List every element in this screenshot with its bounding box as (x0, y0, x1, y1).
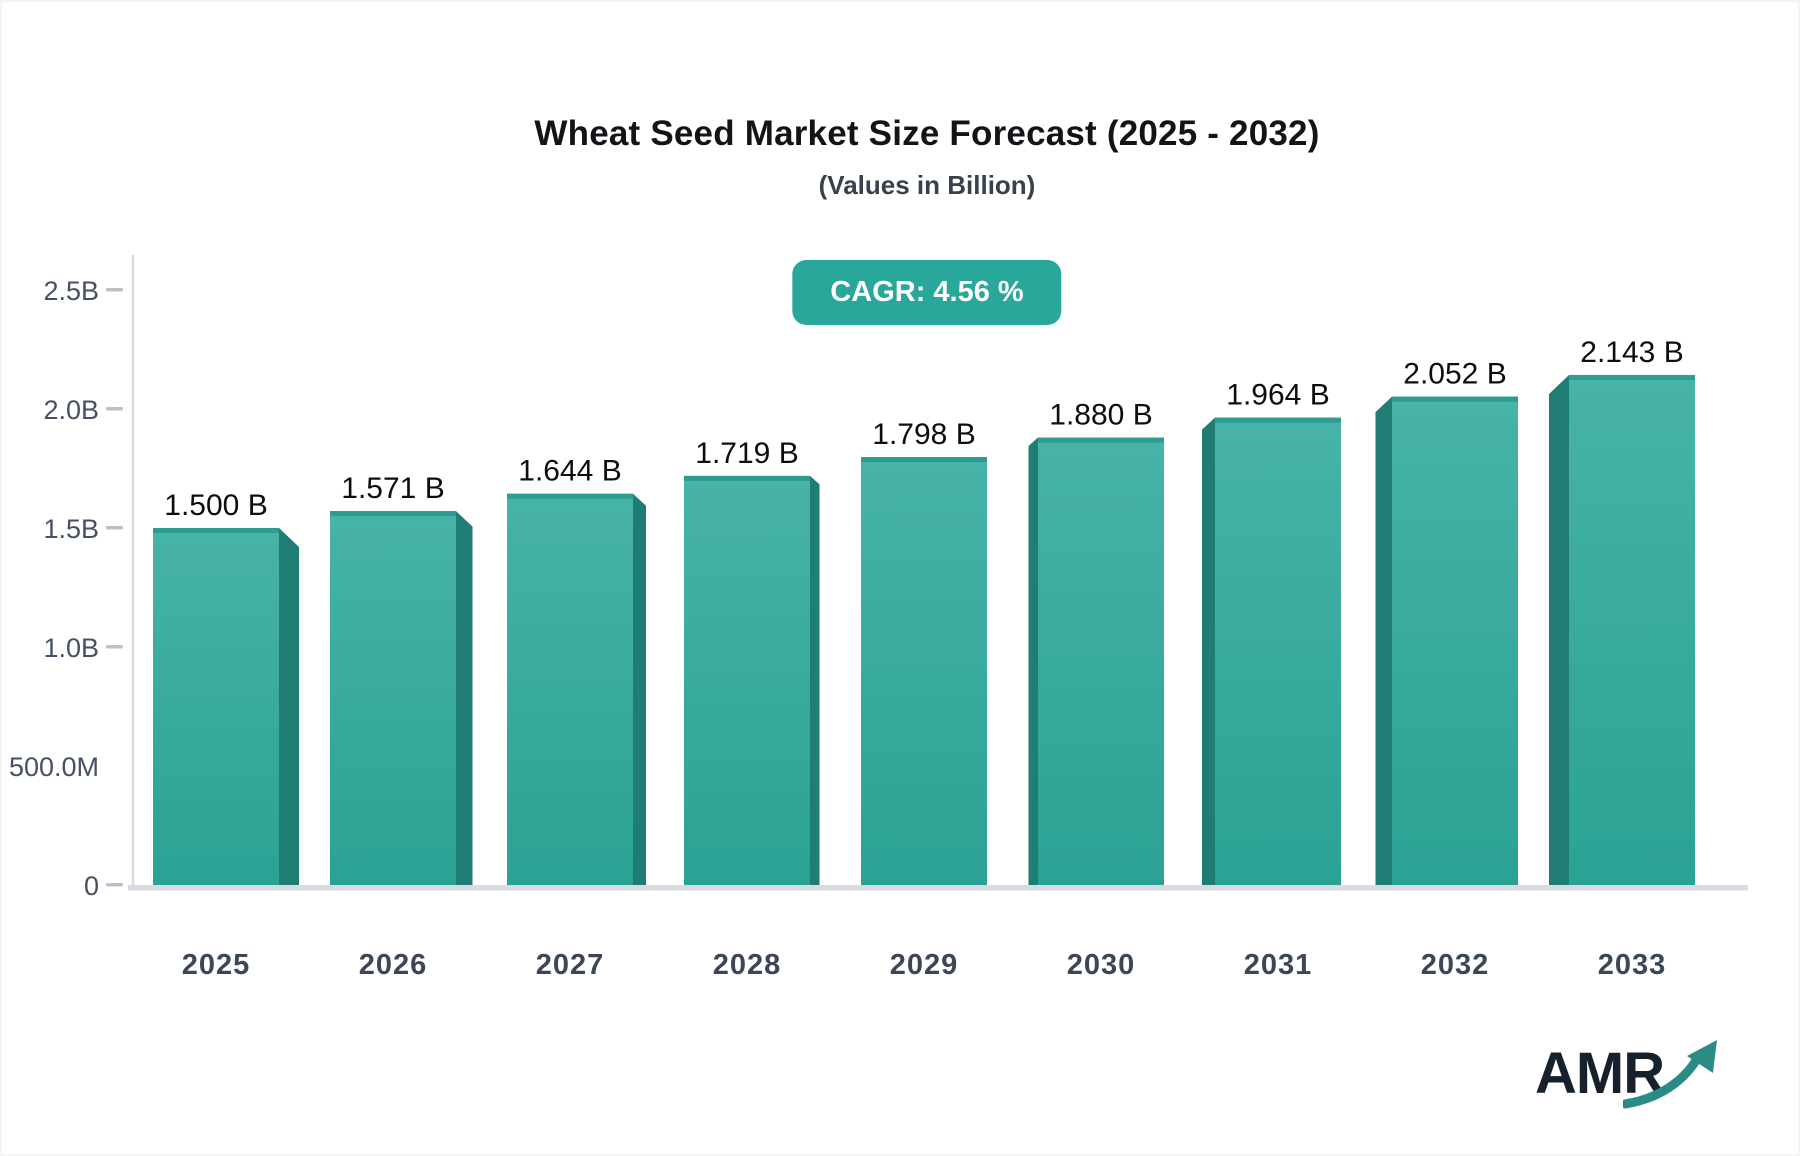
x-axis-label: 2027 (536, 949, 605, 981)
bar-top-edge (684, 475, 810, 481)
bar-side-face (279, 528, 299, 885)
bar-2029: 1.798 B 2029 (861, 418, 987, 981)
bar-value-label: 1.880 B (1049, 399, 1152, 432)
growth-arrow-icon (1623, 1040, 1717, 1109)
x-axis-label: 2030 (1067, 949, 1136, 981)
bar-side-face (1202, 417, 1215, 885)
bar-value-label: 1.500 B (164, 489, 267, 522)
bar-face (153, 528, 279, 885)
bar-face (330, 511, 456, 885)
bar-top-edge (1215, 417, 1341, 423)
bar-value-label: 1.798 B (872, 418, 975, 451)
cagr-badge: CAGR: 4.56 % (792, 260, 1062, 325)
y-tick-dash (106, 526, 123, 530)
bar-face (861, 457, 987, 885)
bar-top-edge (861, 457, 987, 463)
bar-value-label: 2.143 B (1580, 336, 1683, 369)
bar-2027: 1.644 B 2027 (507, 455, 646, 981)
y-tick-label: 1.5B (43, 514, 99, 544)
bar-value-label: 1.964 B (1226, 379, 1329, 412)
bar-2028: 1.719 B 2028 (684, 437, 820, 981)
y-tick-dash (106, 288, 123, 292)
bar-top-edge (507, 493, 633, 499)
bar-2032: 2.052 B 2032 (1375, 358, 1518, 981)
bar-side-face (456, 511, 473, 885)
bar-top-edge (1038, 437, 1164, 443)
x-axis-label: 2026 (359, 949, 428, 981)
bar-face (1392, 396, 1518, 885)
bar-value-label: 1.719 B (695, 437, 798, 470)
amr-logo: AMR (1535, 1040, 1717, 1120)
x-axis-label: 2033 (1598, 949, 1667, 981)
bar-top-edge (1392, 396, 1518, 402)
arrow-head (1687, 1040, 1717, 1073)
y-tick-label: 0 (84, 871, 99, 901)
bar-top-edge (153, 528, 279, 533)
bar-side-face (1028, 437, 1038, 885)
x-axis-label: 2029 (890, 949, 959, 981)
chart-header: Wheat Seed Market Size Forecast (2025 - … (52, 114, 1798, 201)
bar-value-label: 1.571 B (341, 472, 444, 505)
chart-subtitle: (Values in Billion) (818, 170, 1036, 200)
bar-side-face (810, 475, 820, 885)
x-axis-label: 2025 (182, 949, 251, 981)
bar-side-face (633, 493, 646, 885)
y-tick-label: 2.5B (43, 276, 99, 306)
bar-2026: 1.571 B 2026 (330, 472, 473, 981)
arrow-swoosh (1623, 1057, 1700, 1109)
y-tick-label: 500.0M (9, 752, 99, 782)
y-tick-dash (106, 883, 123, 887)
chart-title: Wheat Seed Market Size Forecast (2025 - … (534, 114, 1320, 153)
bar-value-label: 2.052 B (1403, 358, 1506, 391)
bar-face (684, 475, 810, 885)
y-tick-dash (106, 645, 123, 649)
bar-side-face (1549, 374, 1569, 885)
x-axis-label: 2028 (713, 949, 782, 981)
bar-2033: 2.143 B 2033 (1549, 336, 1695, 981)
bar-2031: 1.964 B 2031 (1202, 379, 1341, 981)
bar-top-edge (330, 511, 456, 517)
x-axis-label: 2031 (1244, 949, 1313, 981)
bar-face (1569, 374, 1695, 885)
y-tick-label: 1.0B (43, 633, 99, 663)
bar-face (507, 493, 633, 885)
y-tick-label: 2.0B (43, 395, 99, 425)
y-tick-dash (106, 407, 123, 411)
bar-top-edge (1569, 374, 1695, 380)
bar-2025: 1.500 B 2025 (153, 489, 299, 981)
bar-side-face (1375, 396, 1392, 885)
bar-face (1215, 417, 1341, 885)
bar-2030: 1.880 B 2030 (1028, 399, 1164, 981)
bar-face (1038, 437, 1164, 885)
x-axis-label: 2032 (1421, 949, 1490, 981)
x-axis-line (128, 885, 1748, 891)
bar-value-label: 1.644 B (518, 455, 621, 488)
